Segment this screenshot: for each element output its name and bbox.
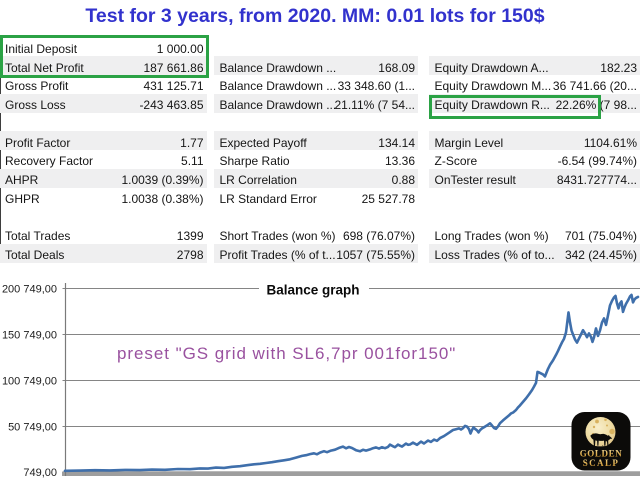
svg-text:Balance graph: Balance graph (266, 283, 359, 298)
svg-text:GOLDEN: GOLDEN (580, 449, 623, 459)
svg-text:200 749,00: 200 749,00 (2, 284, 57, 296)
svg-text:749,00: 749,00 (23, 467, 57, 479)
svg-text:150 749,00: 150 749,00 (2, 330, 57, 342)
svg-text:50 749,00: 50 749,00 (8, 422, 57, 434)
svg-text:SCALP: SCALP (583, 458, 620, 468)
svg-text:100 749,00: 100 749,00 (2, 376, 57, 388)
